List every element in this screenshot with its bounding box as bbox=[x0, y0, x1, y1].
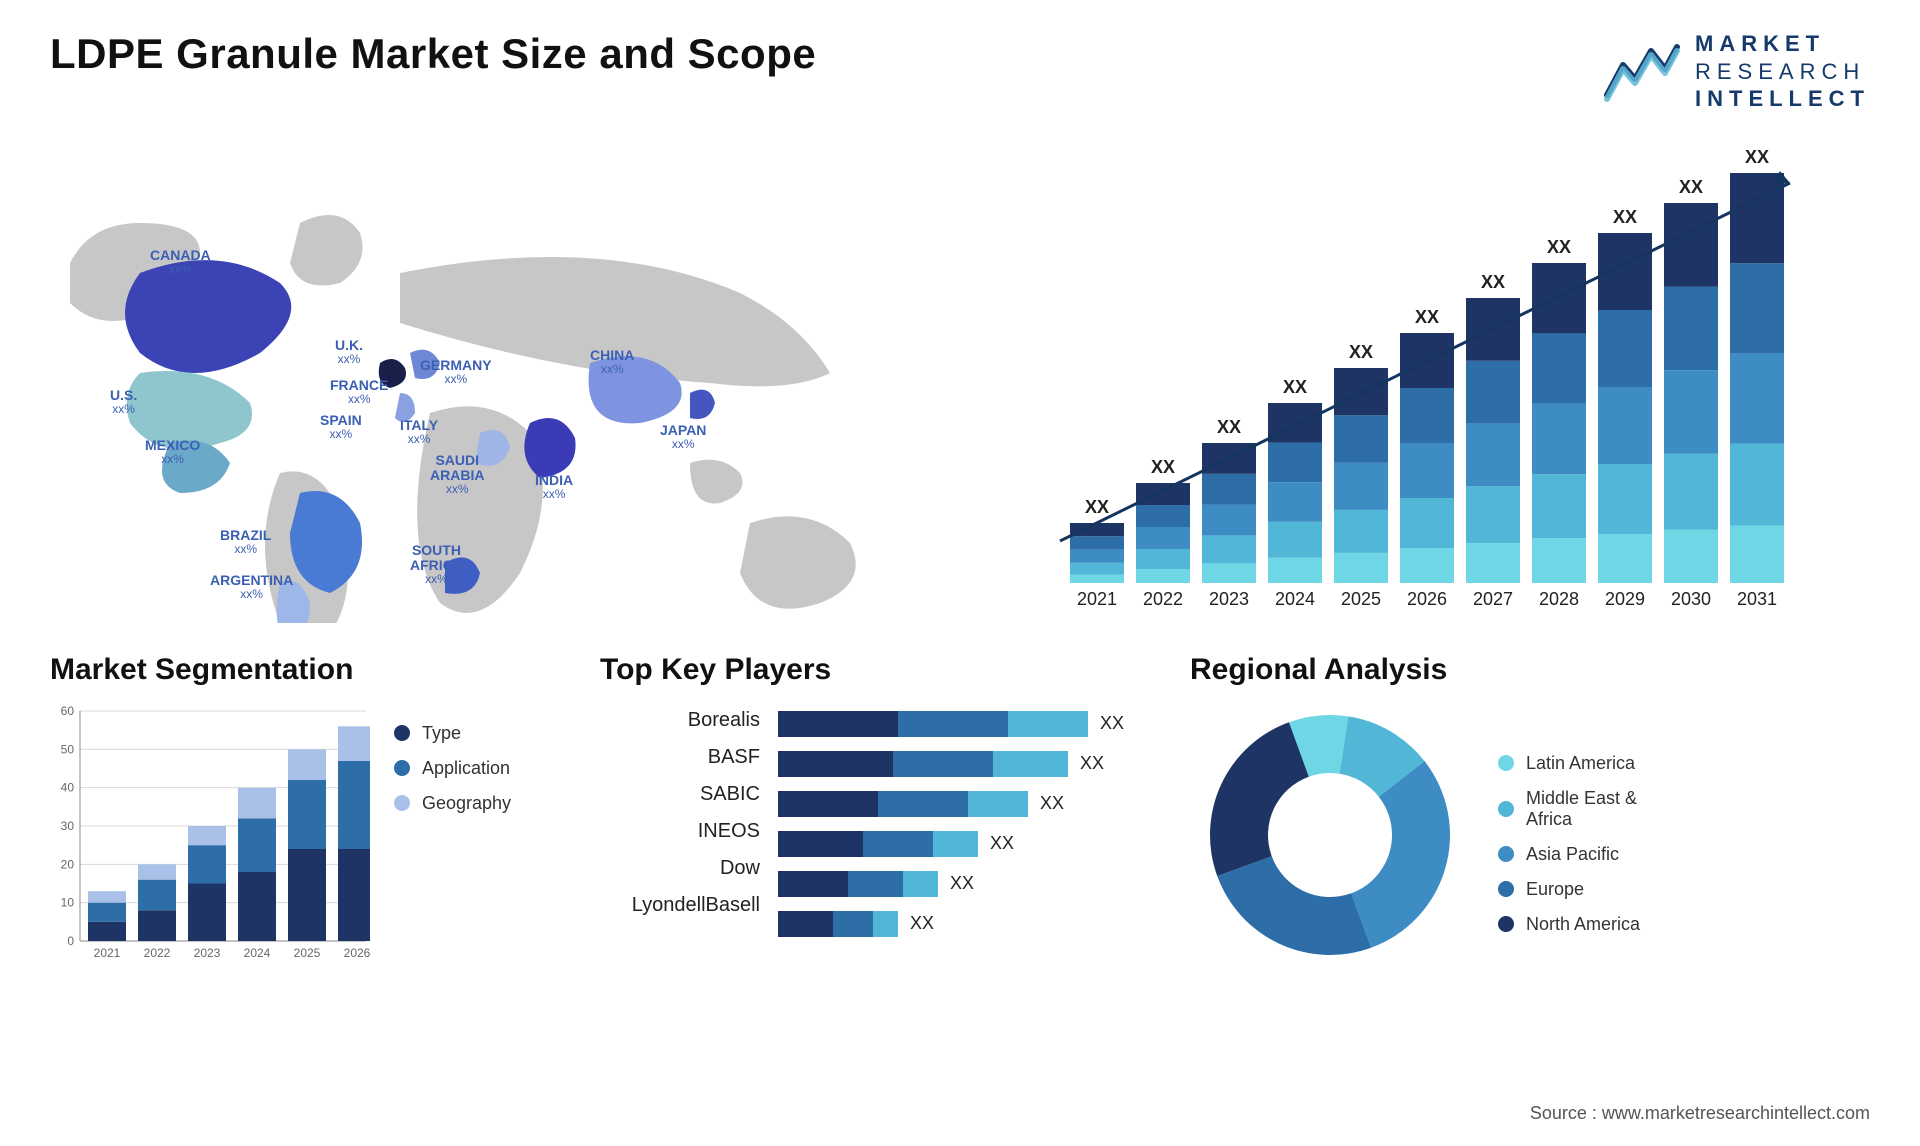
map-label-brazil: BRAZILxx% bbox=[220, 528, 271, 557]
map-label-germany: GERMANYxx% bbox=[420, 358, 492, 387]
svg-text:60: 60 bbox=[61, 705, 75, 718]
svg-text:2022: 2022 bbox=[1143, 589, 1183, 609]
player-label: LyondellBasell bbox=[600, 894, 760, 917]
key-players-title: Top Key Players bbox=[600, 653, 1160, 687]
svg-text:XX: XX bbox=[1745, 147, 1769, 167]
player-bar-row: XX bbox=[778, 871, 1124, 897]
regional-donut bbox=[1190, 705, 1470, 965]
svg-text:2022: 2022 bbox=[144, 946, 171, 960]
svg-text:XX: XX bbox=[1613, 207, 1637, 227]
player-bar-row: XX bbox=[778, 711, 1124, 737]
svg-text:20: 20 bbox=[61, 857, 75, 871]
players-labels: Borealis BASF SABIC INEOS Dow LyondellBasell bbox=[600, 705, 760, 937]
svg-text:XX: XX bbox=[1151, 457, 1175, 477]
player-label: INEOS bbox=[600, 820, 760, 843]
svg-text:XX: XX bbox=[1481, 272, 1505, 292]
map-label-spain: SPAINxx% bbox=[320, 413, 362, 442]
regional-section: Regional Analysis Latin America Middle Ea… bbox=[1190, 653, 1870, 965]
logo-text: MARKET RESEARCH INTELLECT bbox=[1695, 30, 1870, 113]
svg-text:40: 40 bbox=[61, 780, 75, 794]
svg-text:2026: 2026 bbox=[1407, 589, 1447, 609]
svg-text:XX: XX bbox=[1085, 497, 1109, 517]
seg-legend-item: Geography bbox=[394, 793, 511, 814]
svg-text:2021: 2021 bbox=[1077, 589, 1117, 609]
svg-text:50: 50 bbox=[61, 742, 75, 756]
player-label: Borealis bbox=[600, 709, 760, 732]
segmentation-chart: 0 10 20 30 40 50 60 2021 2022 2023 2024 2025 2026 bbox=[50, 705, 370, 965]
svg-text:2021: 2021 bbox=[94, 946, 121, 960]
player-value: XX bbox=[1100, 713, 1124, 734]
player-label: SABIC bbox=[600, 783, 760, 806]
regional-legend: Latin America Middle East &Africa Asia Pac… bbox=[1498, 735, 1640, 935]
map-label-france: FRANCExx% bbox=[330, 378, 388, 407]
regional-legend-item: Europe bbox=[1498, 879, 1640, 900]
svg-text:2024: 2024 bbox=[1275, 589, 1315, 609]
map-label-japan: JAPANxx% bbox=[660, 423, 706, 452]
player-bar-row: XX bbox=[778, 831, 1124, 857]
map-label-india: INDIAxx% bbox=[535, 473, 573, 502]
map-label-safrica: SOUTHAFRICAxx% bbox=[410, 543, 463, 587]
svg-text:XX: XX bbox=[1679, 177, 1703, 197]
regional-title: Regional Analysis bbox=[1190, 653, 1870, 687]
player-value: XX bbox=[990, 833, 1014, 854]
map-label-us: U.S.xx% bbox=[110, 388, 137, 417]
svg-text:2028: 2028 bbox=[1539, 589, 1579, 609]
page-title: LDPE Granule Market Size and Scope bbox=[50, 30, 816, 78]
svg-text:2031: 2031 bbox=[1737, 589, 1777, 609]
svg-text:XX: XX bbox=[1217, 417, 1241, 437]
brand-logo: MARKET RESEARCH INTELLECT bbox=[1603, 30, 1870, 113]
player-bar-row: XX bbox=[778, 751, 1124, 777]
svg-text:0: 0 bbox=[67, 934, 74, 948]
logo-icon bbox=[1603, 39, 1681, 103]
forecast-chart: XX 2021 XX 2022 XX 2023 XX 2024 XX 2025 XX 2026 XX 20… bbox=[1010, 143, 1870, 623]
world-map-svg bbox=[50, 143, 970, 623]
forecast-chart-svg: XX 2021 XX 2022 XX 2023 XX 2024 XX 2025 XX 2026 XX 20… bbox=[1010, 143, 1870, 623]
map-label-uk: U.K.xx% bbox=[335, 338, 363, 367]
player-value: XX bbox=[910, 913, 934, 934]
regional-legend-item: Asia Pacific bbox=[1498, 844, 1640, 865]
svg-text:2025: 2025 bbox=[294, 946, 321, 960]
map-label-mexico: MEXICOxx% bbox=[145, 438, 200, 467]
segmentation-title: Market Segmentation bbox=[50, 653, 570, 687]
svg-text:2030: 2030 bbox=[1671, 589, 1711, 609]
svg-text:2024: 2024 bbox=[244, 946, 271, 960]
world-map: CANADAxx% U.S.xx% MEXICOxx% BRAZILxx% ARGENT… bbox=[50, 143, 970, 623]
segmentation-section: Market Segmentation 0 10 20 30 40 50 60 2021 202… bbox=[50, 653, 570, 965]
player-label: BASF bbox=[600, 746, 760, 769]
player-value: XX bbox=[1040, 793, 1064, 814]
svg-text:2027: 2027 bbox=[1473, 589, 1513, 609]
map-label-china: CHINAxx% bbox=[590, 348, 634, 377]
regional-legend-item: Latin America bbox=[1498, 753, 1640, 774]
map-label-italy: ITALYxx% bbox=[400, 418, 438, 447]
segmentation-legend: Type Application Geography bbox=[394, 705, 511, 814]
player-label: Dow bbox=[600, 857, 760, 880]
svg-text:2026: 2026 bbox=[344, 946, 370, 960]
svg-text:XX: XX bbox=[1349, 342, 1373, 362]
players-bars: XX XX XX XX XX XX bbox=[778, 705, 1124, 937]
player-bar-row: XX bbox=[778, 911, 1124, 937]
player-value: XX bbox=[950, 873, 974, 894]
player-bar-row: XX bbox=[778, 791, 1124, 817]
svg-text:XX: XX bbox=[1415, 307, 1439, 327]
svg-text:2023: 2023 bbox=[1209, 589, 1249, 609]
map-label-saudi: SAUDIARABIAxx% bbox=[430, 453, 484, 497]
svg-text:XX: XX bbox=[1547, 237, 1571, 257]
key-players-section: Top Key Players Borealis BASF SABIC INEOS Do… bbox=[600, 653, 1160, 965]
svg-text:2025: 2025 bbox=[1341, 589, 1381, 609]
map-label-canada: CANADAxx% bbox=[150, 248, 211, 277]
regional-legend-item: Middle East &Africa bbox=[1498, 788, 1640, 830]
map-label-argentina: ARGENTINAxx% bbox=[210, 573, 293, 602]
svg-text:2029: 2029 bbox=[1605, 589, 1645, 609]
svg-text:XX: XX bbox=[1283, 377, 1307, 397]
svg-text:2023: 2023 bbox=[194, 946, 221, 960]
seg-legend-item: Type bbox=[394, 723, 511, 744]
svg-text:10: 10 bbox=[61, 895, 75, 909]
player-value: XX bbox=[1080, 753, 1104, 774]
svg-text:30: 30 bbox=[61, 819, 75, 833]
source-text: Source : www.marketresearchintellect.com bbox=[1530, 1103, 1870, 1124]
seg-legend-item: Application bbox=[394, 758, 511, 779]
regional-legend-item: North America bbox=[1498, 914, 1640, 935]
